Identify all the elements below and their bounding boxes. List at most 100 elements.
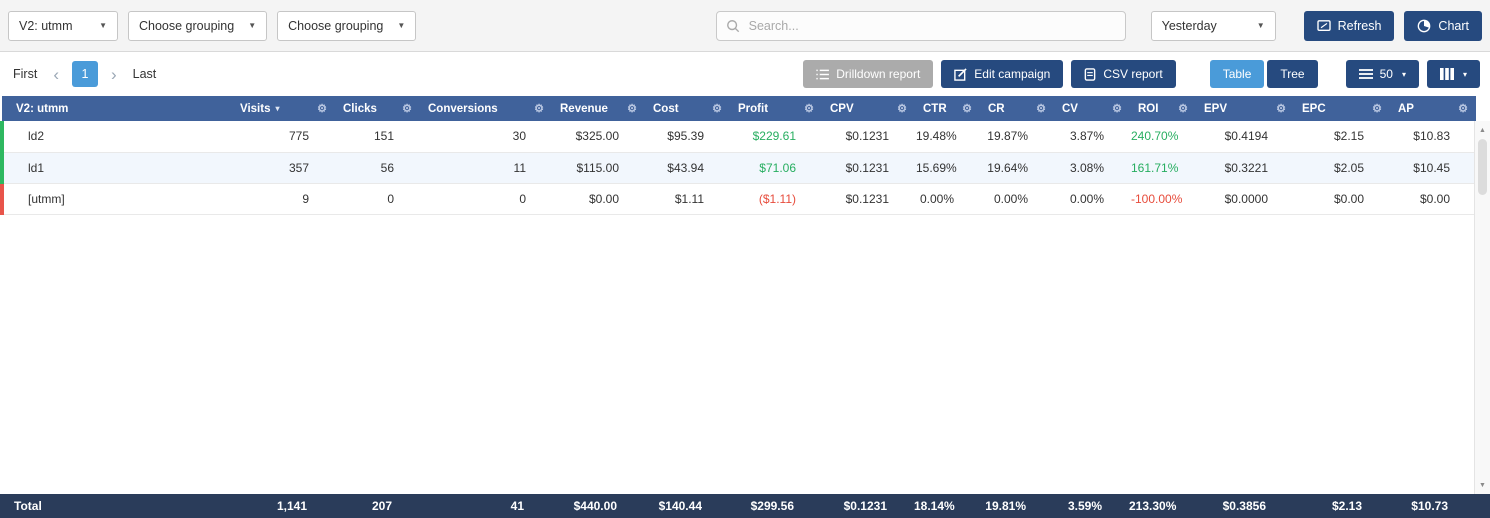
search-input[interactable] [746, 17, 1116, 34]
total-cell-roi: 213.30% [1129, 499, 1177, 513]
tree-view-button[interactable]: Tree [1267, 60, 1318, 88]
column-settings-icon[interactable]: ⚙ [1036, 103, 1046, 115]
cell-profit: $71.06 [730, 152, 822, 184]
column-header-group[interactable]: V2: utmm [2, 96, 232, 121]
column-settings-icon[interactable]: ⚙ [1112, 103, 1122, 115]
total-cell-profit: $299.56 [750, 499, 794, 513]
total-cell-visits: 1,141 [276, 499, 307, 513]
scroll-down-icon[interactable]: ▼ [1479, 481, 1486, 489]
pagination-page-1[interactable]: 1 [71, 61, 98, 87]
cell-epv: $0.3221 [1196, 152, 1294, 184]
cell-ap: $10.83 [1390, 121, 1476, 153]
grouping-select-2[interactable]: Choose grouping ▼ [277, 10, 417, 41]
column-header-label: Revenue [560, 102, 608, 115]
column-header-label: Clicks [343, 102, 377, 115]
chart-button[interactable]: Chart [1404, 10, 1482, 41]
column-settings-icon[interactable]: ⚙ [1276, 103, 1286, 115]
column-settings-icon[interactable]: ⚙ [962, 103, 972, 115]
cell-epv: $0.4194 [1196, 121, 1294, 153]
column-header-clicks[interactable]: Clicks ⚙ [335, 96, 420, 121]
column-header-cr[interactable]: CR ⚙ [980, 96, 1054, 121]
rows-per-page-button[interactable]: 50 ▾ [1345, 60, 1419, 88]
total-label: Total [14, 499, 42, 513]
cell-cost: $43.94 [645, 152, 730, 184]
cell-cv: 0.00% [1054, 183, 1130, 215]
total-cell-cost: $140.44 [658, 499, 702, 513]
column-settings-icon[interactable]: ⚙ [897, 103, 907, 115]
grouping-select-1-value: Choose grouping [139, 18, 235, 33]
cell-roi: -100.00% [1130, 183, 1196, 215]
column-settings-icon[interactable]: ⚙ [712, 103, 722, 115]
column-header-label: EPV [1204, 102, 1228, 115]
refresh-button[interactable]: Refresh [1303, 10, 1395, 41]
total-cell-cpv: $0.1231 [843, 499, 887, 513]
column-settings-icon[interactable]: ⚙ [534, 103, 544, 115]
sort-desc-icon: ▾ [275, 104, 280, 113]
chevron-right-icon[interactable]: › [110, 64, 117, 84]
column-header-conversions[interactable]: Conversions ⚙ [420, 96, 552, 121]
chevron-left-icon[interactable]: ‹ [53, 64, 59, 84]
column-header-visits[interactable]: Visits ▾ ⚙ [232, 96, 335, 121]
refresh-button-label: Refresh [1337, 18, 1382, 33]
csv-report-button[interactable]: CSV report [1071, 60, 1176, 88]
scrollbar-thumb[interactable] [1478, 139, 1487, 195]
search-icon [726, 19, 739, 32]
column-settings-icon[interactable]: ⚙ [627, 103, 637, 115]
columns-button[interactable]: ▾ [1426, 60, 1480, 88]
column-settings-icon[interactable]: ⚙ [804, 103, 814, 115]
refresh-icon [1316, 19, 1331, 31]
column-header-epv[interactable]: EPV ⚙ [1196, 96, 1294, 121]
column-settings-icon[interactable]: ⚙ [402, 103, 412, 115]
column-header-ctr[interactable]: CTR ⚙ [915, 96, 980, 121]
column-settings-icon[interactable]: ⚙ [1178, 103, 1188, 115]
pagination-last[interactable]: Last [132, 67, 157, 81]
column-header-roi[interactable]: ROI ⚙ [1130, 96, 1196, 121]
grouping-select-2-value: Choose grouping [288, 18, 384, 33]
cell-cpv: $0.1231 [822, 152, 915, 184]
column-header-epc[interactable]: EPC ⚙ [1294, 96, 1390, 121]
table-view-button[interactable]: Table [1209, 60, 1265, 88]
column-header-ap[interactable]: AP ⚙ [1390, 96, 1476, 121]
column-header-label: CV [1062, 102, 1078, 115]
total-cell-clicks: 207 [371, 499, 392, 513]
edit-campaign-label: Edit campaign [974, 67, 1051, 81]
column-settings-icon[interactable]: ⚙ [1458, 103, 1468, 115]
column-header-label: Cost [653, 102, 679, 115]
pagination-first[interactable]: First [13, 67, 38, 81]
pagination-bar: First ‹ 1 › Last Drilldown report Edit c… [0, 52, 1490, 96]
report-area: V2: utmm Visits ▾ ⚙ Clicks ⚙ Conversions ⚙ Reve… [0, 96, 1490, 518]
cell-cv: 3.08% [1054, 152, 1130, 184]
cell-profit: $229.61 [730, 121, 822, 153]
view-toggle: Table Tree [1209, 60, 1318, 88]
table-row[interactable]: ld1 357 56 11 $115.00 $43.94 $71.06 $0.1231 15.6… [0, 152, 1476, 184]
total-cell-ap: $10.73 [1411, 499, 1448, 513]
cell-epc: $2.15 [1294, 121, 1390, 153]
grouping-select-1[interactable]: Choose grouping ▼ [128, 10, 268, 41]
column-header-cost[interactable]: Cost ⚙ [645, 96, 730, 121]
vertical-scrollbar[interactable]: ▲ ▼ [1474, 121, 1490, 494]
column-header-label: EPC [1302, 102, 1326, 115]
cell-ctr: 15.69% [915, 152, 980, 184]
drilldown-report-button[interactable]: Drilldown report [803, 60, 934, 88]
cell-epv: $0.0000 [1196, 183, 1294, 215]
column-header-cpv[interactable]: CPV ⚙ [822, 96, 915, 121]
cell-cpv: $0.1231 [822, 121, 915, 153]
column-header-revenue[interactable]: Revenue ⚙ [552, 96, 645, 121]
column-header-cv[interactable]: CV ⚙ [1054, 96, 1130, 121]
column-header-profit[interactable]: Profit ⚙ [730, 96, 822, 121]
table-body: ld2 775 151 30 $325.00 $95.39 $229.61 $0.1231 19… [0, 121, 1476, 215]
chart-button-label: Chart [1438, 18, 1469, 33]
campaign-select[interactable]: V2: utmm ▼ [8, 10, 118, 41]
column-header-label: Profit [738, 102, 769, 115]
total-bar: Total 1,141 207 41 $440.00 $140.44 $299.56 $0.… [0, 494, 1490, 518]
table-row[interactable]: [utmm] 9 0 0 $0.00 $1.11 ($1.11) $0.1231 0.00% 0.… [0, 183, 1476, 215]
date-range-select[interactable]: Yesterday ▼ [1150, 10, 1276, 41]
cell-ctr: 19.48% [915, 121, 980, 153]
chevron-down-icon: ▼ [99, 21, 107, 30]
total-cell-epc: $2.13 [1331, 499, 1362, 513]
column-settings-icon[interactable]: ⚙ [1372, 103, 1382, 115]
column-settings-icon[interactable]: ⚙ [317, 103, 327, 115]
edit-campaign-button[interactable]: Edit campaign [941, 60, 1064, 88]
table-row[interactable]: ld2 775 151 30 $325.00 $95.39 $229.61 $0.1231 19… [0, 121, 1476, 153]
scroll-up-icon[interactable]: ▲ [1479, 126, 1486, 134]
